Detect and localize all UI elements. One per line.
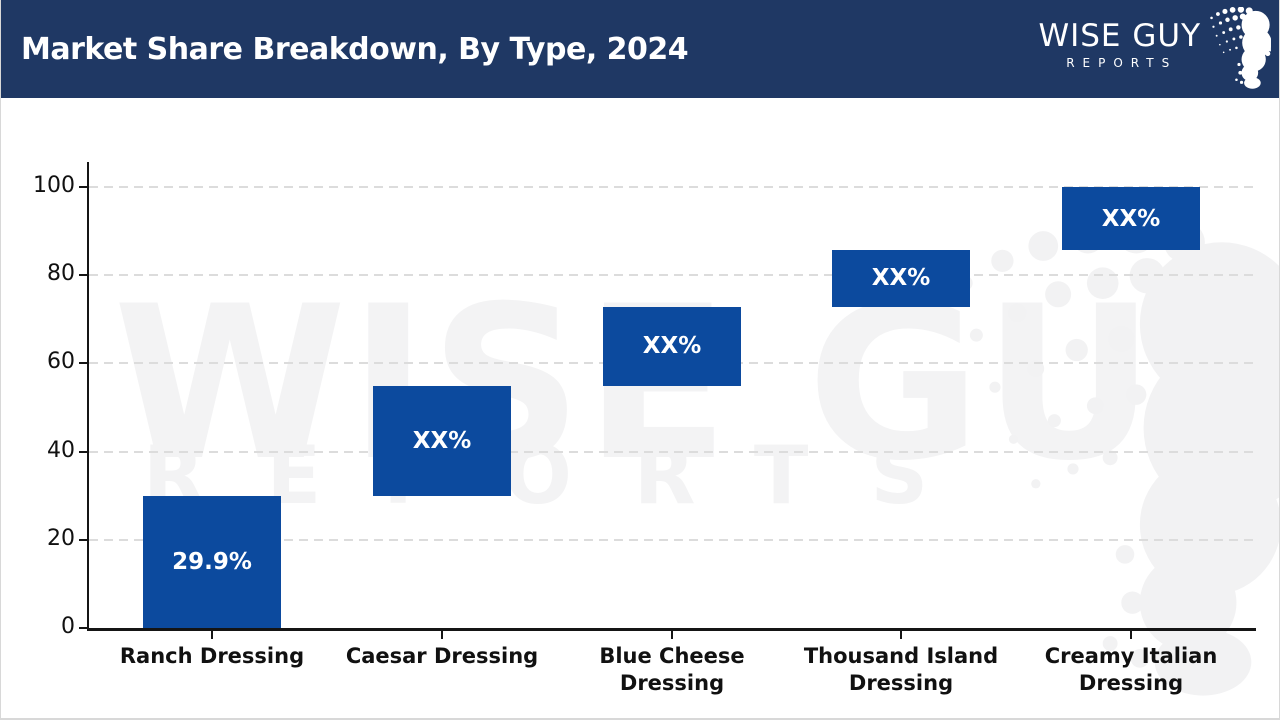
y-axis-tick — [79, 186, 89, 188]
y-axis-tick — [79, 450, 89, 453]
bar-value-label: XX% — [871, 265, 931, 292]
y-tick-label: 60 — [47, 349, 75, 375]
logo-wordmark: WISE GUY — [1038, 18, 1201, 54]
y-tick-label: 100 — [33, 173, 75, 198]
x-axis-tick — [1130, 631, 1132, 639]
header: Market Share Breakdown, By Type, 2024 WI… — [1, 0, 1279, 98]
logo-text: WISE GUY REPORTS — [1038, 20, 1201, 70]
y-tick-label: 20 — [47, 525, 75, 551]
y-axis-tick — [79, 538, 89, 541]
bar-value-label: XX% — [412, 428, 472, 455]
bar: XX% — [1062, 187, 1200, 251]
y-axis-line — [87, 162, 89, 631]
bar-value-label: 29.9% — [172, 549, 252, 576]
x-axis-line — [89, 628, 1256, 631]
x-category-label: Blue Cheese Dressing — [599, 644, 745, 695]
bar: XX% — [832, 250, 970, 307]
gridline — [89, 450, 1254, 453]
logo-subtext: REPORTS — [1066, 55, 1178, 70]
x-category-label: Creamy Italian Dressing — [1044, 644, 1218, 695]
page-title: Market Share Breakdown, By Type, 2024 — [21, 31, 689, 67]
y-tick-label: 40 — [47, 437, 75, 463]
x-category-label: Caesar Dressing — [345, 644, 539, 668]
bar-value-label: XX% — [642, 333, 702, 360]
bar: XX% — [603, 306, 741, 386]
bar-value-label: XX% — [1101, 205, 1161, 232]
gridline — [89, 538, 1254, 541]
y-tick-label: 0 — [61, 614, 75, 639]
y-axis-tick — [79, 274, 89, 277]
wise-guy-logo: WISE GUY REPORTS — [1023, 0, 1273, 98]
bar: XX% — [373, 385, 511, 497]
chart-area: WISE GUY REPORTS 0 20 40 60 80 100 29.9% XX% XX%… — [1, 98, 1279, 718]
x-axis-tick — [671, 631, 673, 639]
x-category-label: Thousand Island Dressing — [803, 644, 999, 695]
x-category-label: Ranch Dressing — [119, 644, 305, 668]
y-axis-tick — [79, 362, 89, 365]
logo-head-icon — [1207, 7, 1271, 90]
gridline — [89, 186, 1254, 188]
gridline — [89, 274, 1254, 277]
x-axis-tick — [900, 631, 902, 639]
x-axis-tick — [211, 631, 213, 639]
y-axis-tick — [79, 627, 89, 629]
y-tick-label: 80 — [47, 261, 75, 287]
bar: 29.9% — [143, 496, 281, 628]
x-axis-tick — [441, 631, 443, 639]
